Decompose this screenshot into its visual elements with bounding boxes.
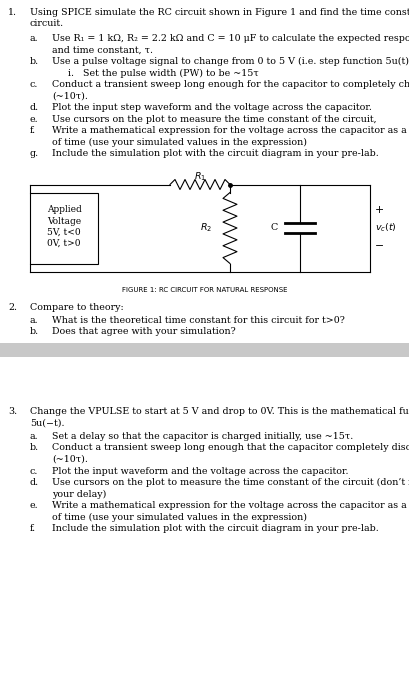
Text: Include the simulation plot with the circuit diagram in your pre-lab.: Include the simulation plot with the cir… [52, 524, 379, 533]
Text: Write a mathematical expression for the voltage across the capacitor as a functi: Write a mathematical expression for the … [52, 126, 409, 135]
Text: b.: b. [30, 57, 39, 66]
Text: e.: e. [30, 501, 38, 510]
Text: +: + [375, 205, 384, 215]
Text: Compare to theory:: Compare to theory: [30, 304, 124, 312]
Text: and time constant, τ.: and time constant, τ. [52, 46, 153, 55]
Text: Using SPICE simulate the RC circuit shown in Figure 1 and find the time constant: Using SPICE simulate the RC circuit show… [30, 8, 409, 17]
Text: 5V, t<0: 5V, t<0 [47, 228, 81, 237]
Text: Use cursors on the plot to measure the time constant of the circuit,: Use cursors on the plot to measure the t… [52, 115, 377, 123]
Bar [0, 343, 409, 357]
Bar [30, 193, 98, 263]
Text: of time (use your simulated values in the expression): of time (use your simulated values in th… [52, 512, 307, 522]
Text: 3.: 3. [8, 407, 17, 416]
Text: (~10τ).: (~10τ). [52, 455, 88, 464]
Text: $v_c(t)$: $v_c(t)$ [375, 222, 397, 235]
Text: Use cursors on the plot to measure the time constant of the circuit (don’t forge: Use cursors on the plot to measure the t… [52, 478, 409, 487]
Text: c.: c. [30, 466, 38, 475]
Text: Conduct a transient sweep long enough for the capacitor to completely charge: Conduct a transient sweep long enough fo… [52, 80, 409, 89]
Text: d.: d. [30, 103, 39, 112]
Text: Plot the input waveform and the voltage across the capacitor.: Plot the input waveform and the voltage … [52, 466, 348, 475]
Text: $R_2$: $R_2$ [200, 222, 212, 235]
Text: a.: a. [30, 432, 38, 441]
Text: Does that agree with your simulation?: Does that agree with your simulation? [52, 328, 236, 337]
Text: Change the VPULSE to start at 5 V and drop to 0V. This is the mathematical funct: Change the VPULSE to start at 5 V and dr… [30, 407, 409, 416]
Text: d.: d. [30, 478, 39, 487]
Text: a.: a. [30, 34, 38, 43]
Text: e.: e. [30, 115, 38, 123]
Text: FIGURE 1: RC CIRCUIT FOR NATURAL RESPONSE: FIGURE 1: RC CIRCUIT FOR NATURAL RESPONS… [122, 288, 287, 293]
Text: your delay): your delay) [52, 489, 106, 498]
Text: (~10τ).: (~10τ). [52, 92, 88, 101]
Text: a.: a. [30, 316, 38, 325]
Text: Use a pulse voltage signal to change from 0 to 5 V (i.e. step function 5u(t)).: Use a pulse voltage signal to change fro… [52, 57, 409, 66]
Text: 5u(−t).: 5u(−t). [30, 419, 65, 428]
Text: 2.: 2. [8, 304, 17, 312]
Text: 1.: 1. [8, 8, 17, 17]
Text: C: C [271, 223, 278, 232]
Text: What is the theoretical time constant for this circuit for t>0?: What is the theoretical time constant fo… [52, 316, 345, 325]
Text: of time (use your simulated values in the expression): of time (use your simulated values in th… [52, 137, 307, 146]
Text: −: − [375, 241, 384, 251]
Text: Applied: Applied [47, 206, 81, 214]
Text: Use R₁ = 1 kΩ, R₂ = 2.2 kΩ and C = 10 μF to calculate the expected response: Use R₁ = 1 kΩ, R₂ = 2.2 kΩ and C = 10 μF… [52, 34, 409, 43]
Text: b.: b. [30, 328, 39, 337]
Text: Set a delay so that the capacitor is charged initially, use ~15τ.: Set a delay so that the capacitor is cha… [52, 432, 353, 441]
Text: f.: f. [30, 126, 36, 135]
Text: f.: f. [30, 524, 36, 533]
Text: g.: g. [30, 149, 39, 158]
Text: Include the simulation plot with the circuit diagram in your pre-lab.: Include the simulation plot with the cir… [52, 149, 379, 158]
Text: b.: b. [30, 444, 39, 452]
Text: 0V, t>0: 0V, t>0 [47, 239, 81, 248]
Text: Write a mathematical expression for the voltage across the capacitor as a functi: Write a mathematical expression for the … [52, 501, 409, 510]
Text: $R_1$: $R_1$ [194, 171, 206, 183]
Text: i.   Set the pulse width (PW) to be ~15τ: i. Set the pulse width (PW) to be ~15τ [68, 69, 259, 78]
Text: c.: c. [30, 80, 38, 89]
Text: Voltage: Voltage [47, 216, 81, 225]
Text: Plot the input step waveform and the voltage across the capacitor.: Plot the input step waveform and the vol… [52, 103, 372, 112]
Text: Conduct a transient sweep long enough that the capacitor completely discharges: Conduct a transient sweep long enough th… [52, 444, 409, 452]
Text: circuit.: circuit. [30, 20, 64, 29]
